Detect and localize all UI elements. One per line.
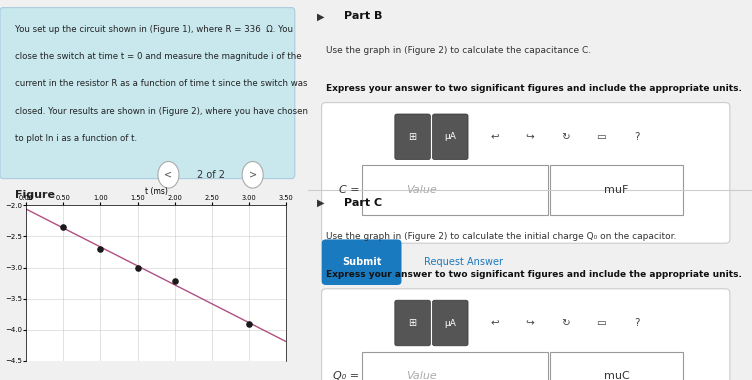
FancyBboxPatch shape (550, 352, 684, 380)
Text: ↩: ↩ (490, 132, 499, 142)
Text: ▶: ▶ (317, 198, 325, 207)
FancyBboxPatch shape (0, 8, 295, 179)
Y-axis label: ln i: ln i (0, 277, 2, 289)
Point (57, 224, 69, 230)
Text: muF: muF (605, 185, 629, 195)
FancyBboxPatch shape (322, 239, 402, 285)
Point (132, 264, 144, 271)
Text: ▭: ▭ (596, 318, 606, 328)
Text: Use the graph in (Figure 2) to calculate the capacitance C.: Use the graph in (Figure 2) to calculate… (326, 46, 591, 55)
Text: Express your answer to two significant figures and include the appropriate units: Express your answer to two significant f… (326, 270, 742, 279)
FancyBboxPatch shape (395, 114, 430, 160)
Text: close the switch at time t = 0 and measure the magnitude i of the: close the switch at time t = 0 and measu… (15, 52, 302, 61)
Text: ▶: ▶ (317, 11, 325, 21)
FancyBboxPatch shape (550, 165, 684, 215)
Circle shape (242, 162, 263, 188)
Text: Value: Value (406, 371, 437, 380)
Text: <: < (165, 170, 172, 180)
Text: current in the resistor R as a function of time t since the switch was: current in the resistor R as a function … (15, 79, 308, 89)
Text: μA: μA (444, 318, 456, 328)
Text: closed. Your results are shown in (Figure 2), where you have chosen: closed. Your results are shown in (Figur… (15, 107, 308, 116)
Text: ↪: ↪ (526, 132, 535, 142)
Text: Part B: Part B (344, 11, 382, 21)
Text: C =: C = (338, 185, 359, 195)
Text: Q₀ =: Q₀ = (333, 371, 359, 380)
Text: Figure: Figure (15, 190, 55, 200)
FancyBboxPatch shape (432, 300, 468, 346)
Text: You set up the circuit shown in (Figure 1), where R = 336  Ω. You: You set up the circuit shown in (Figure … (15, 25, 293, 34)
Text: Request Answer: Request Answer (423, 257, 502, 267)
Point (243, 321, 255, 327)
Text: ↻: ↻ (561, 318, 570, 328)
Point (95, 246, 107, 252)
FancyBboxPatch shape (362, 165, 548, 215)
Text: >: > (249, 170, 256, 180)
Text: to plot ln i as a function of t.: to plot ln i as a function of t. (15, 134, 137, 143)
Text: ↻: ↻ (561, 132, 570, 142)
Text: Part C: Part C (344, 198, 382, 207)
Circle shape (158, 162, 179, 188)
Text: ?: ? (634, 318, 639, 328)
Text: Submit: Submit (342, 257, 381, 267)
FancyBboxPatch shape (395, 300, 430, 346)
Text: Express your answer to two significant figures and include the appropriate units: Express your answer to two significant f… (326, 84, 742, 93)
Text: muC: muC (604, 371, 629, 380)
FancyBboxPatch shape (322, 103, 729, 243)
Text: μA: μA (444, 132, 456, 141)
Text: Use the graph in (Figure 2) to calculate the initial charge Q₀ on the capacitor.: Use the graph in (Figure 2) to calculate… (326, 232, 677, 241)
Text: Value: Value (406, 185, 437, 195)
FancyBboxPatch shape (362, 352, 548, 380)
Text: ↪: ↪ (526, 318, 535, 328)
Text: ▭: ▭ (596, 132, 606, 142)
Point (168, 278, 180, 284)
FancyBboxPatch shape (322, 289, 729, 380)
Text: ⊞: ⊞ (408, 318, 417, 328)
X-axis label: t (ms): t (ms) (144, 187, 168, 196)
Text: 2 of 2: 2 of 2 (196, 170, 225, 180)
Text: ⊞: ⊞ (408, 132, 417, 142)
Text: ?: ? (634, 132, 639, 142)
Text: ↩: ↩ (490, 318, 499, 328)
FancyBboxPatch shape (432, 114, 468, 160)
